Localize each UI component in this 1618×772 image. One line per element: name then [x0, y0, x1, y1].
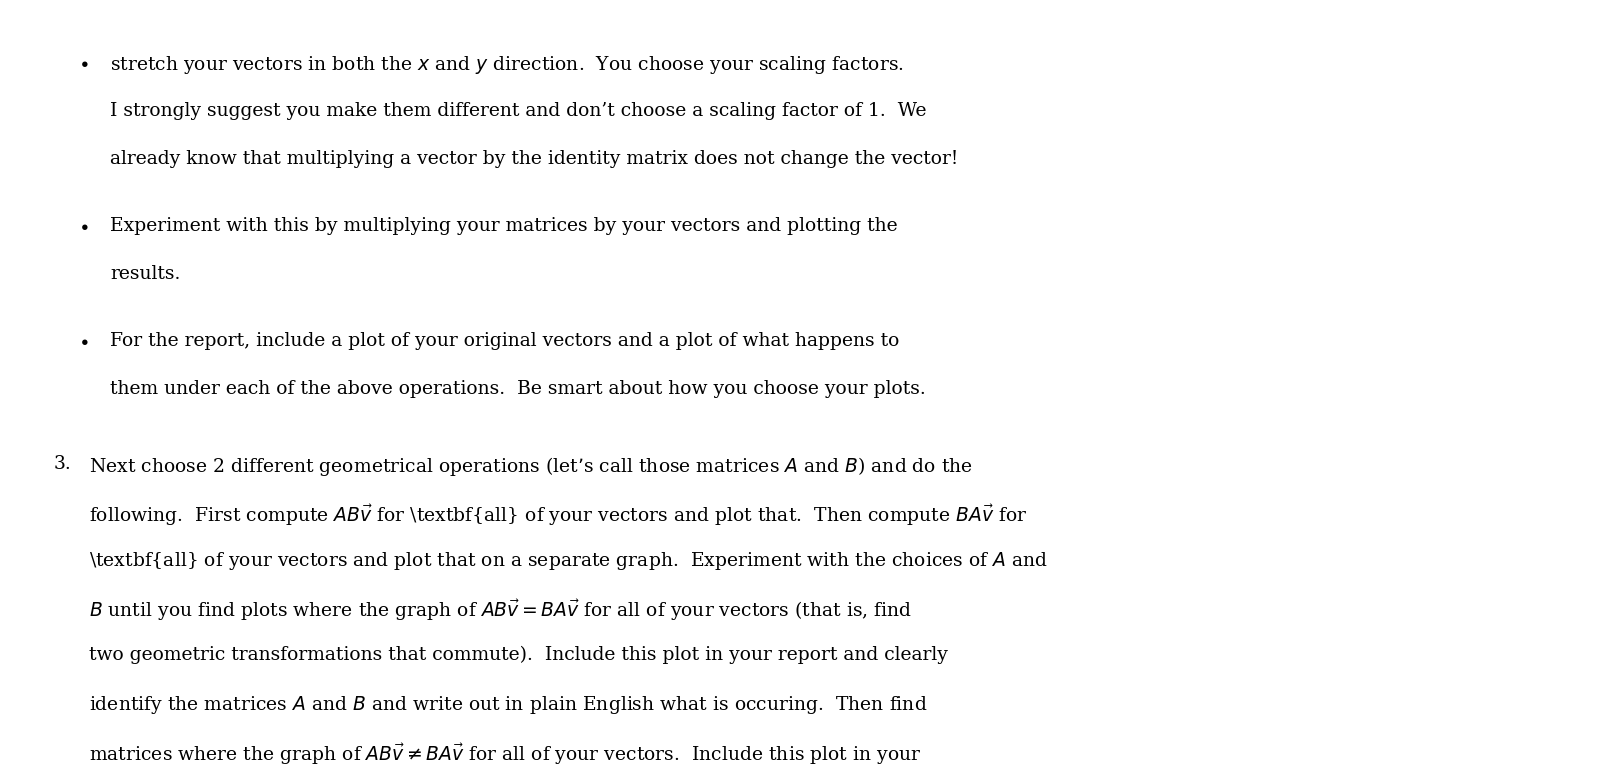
Text: matrices where the graph of $AB\vec{v} \neq BA\vec{v}$ for all of your vectors. : matrices where the graph of $AB\vec{v} \… — [89, 742, 921, 767]
Text: I strongly suggest you make them different and don’t choose a scaling factor of : I strongly suggest you make them differe… — [110, 102, 927, 120]
Text: $\bullet$: $\bullet$ — [78, 217, 89, 235]
Text: them under each of the above operations.  Be smart about how you choose your plo: them under each of the above operations.… — [110, 380, 925, 398]
Text: \textbf{all} of your vectors and plot that on a separate graph.  Experiment with: \textbf{all} of your vectors and plot th… — [89, 550, 1048, 572]
Text: $B$ until you find plots where the graph of $AB\vec{v} = BA\vec{v}$ for all of y: $B$ until you find plots where the graph… — [89, 598, 913, 624]
Text: results.: results. — [110, 265, 180, 283]
Text: already know that multiplying a vector by the identity matrix does not change th: already know that multiplying a vector b… — [110, 150, 958, 168]
Text: stretch your vectors in both the $x$ and $y$ direction.  You choose your scaling: stretch your vectors in both the $x$ and… — [110, 54, 904, 76]
Text: Experiment with this by multiplying your matrices by your vectors and plotting t: Experiment with this by multiplying your… — [110, 217, 898, 235]
Text: two geometric transformations that commute).  Include this plot in your report a: two geometric transformations that commu… — [89, 646, 948, 665]
Text: following.  First compute $AB\vec{v}$ for \textbf{all} of your vectors and plot : following. First compute $AB\vec{v}$ for… — [89, 503, 1027, 528]
Text: identify the matrices $A$ and $B$ and write out in plain English what is occurin: identify the matrices $A$ and $B$ and wr… — [89, 694, 927, 716]
Text: 3.: 3. — [53, 455, 71, 472]
Text: $\bullet$: $\bullet$ — [78, 332, 89, 350]
Text: $\bullet$: $\bullet$ — [78, 54, 89, 72]
Text: Next choose 2 different geometrical operations (let’s call those matrices $A$ an: Next choose 2 different geometrical oper… — [89, 455, 972, 478]
Text: For the report, include a plot of your original vectors and a plot of what happe: For the report, include a plot of your o… — [110, 332, 900, 350]
